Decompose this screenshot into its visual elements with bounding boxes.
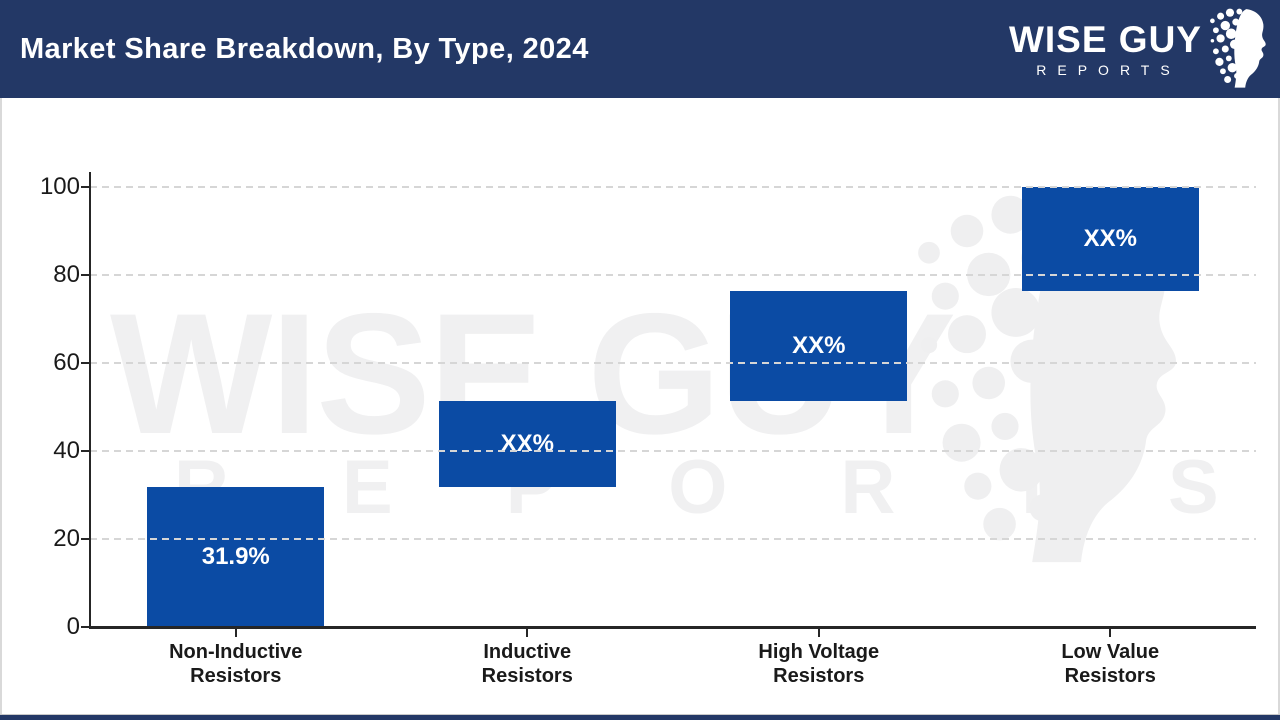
gridline-60 (90, 362, 1256, 364)
x-category-label: Inductive Resistors (481, 641, 573, 687)
gridline-100 (90, 186, 1256, 188)
page-title: Market Share Breakdown, By Type, 2024 (20, 32, 589, 65)
x-tick-mark (1109, 628, 1112, 637)
y-tick-label: 100 (39, 173, 80, 200)
gridline-20 (90, 538, 1256, 540)
gridline-40 (90, 450, 1256, 452)
wise-guy-logo: WISE GUY REPORTS (1009, 8, 1268, 90)
x-category-label: High Voltage Resistors (758, 641, 880, 687)
chart-canvas: WISE GUY R E P O R T S 0 20 40 60 80 100 31.9… (0, 98, 1280, 715)
bar-inductive-resistors: XX% (438, 401, 616, 487)
y-tick-mark (81, 362, 89, 364)
y-tick-mark (81, 274, 89, 276)
x-category-label: Low Value Resistors (1061, 641, 1160, 687)
y-tick-mark (81, 186, 89, 188)
y-tick-label: 20 (53, 525, 80, 552)
y-tick-mark (81, 450, 89, 452)
x-category-label: Non-Inductive Resistors (169, 641, 303, 687)
x-tick-mark (234, 628, 237, 637)
x-tick-mark (526, 628, 529, 637)
y-tick-label: 80 (53, 261, 80, 288)
y-tick-label: 0 (66, 613, 80, 640)
bar-high-voltage-resistors: XX% (730, 291, 908, 402)
y-axis-line (89, 172, 91, 628)
y-tick-mark (81, 538, 89, 540)
logo-wordmark: WISE GUY (1008, 18, 1202, 60)
x-axis-line (89, 626, 1256, 629)
bar-value-label: XX% (500, 429, 554, 457)
header-bar: Market Share Breakdown, By Type, 2024 WI… (0, 0, 1280, 98)
bar-value-label: XX% (1083, 225, 1137, 253)
bar-non-inductive-resistors: 31.9% (147, 486, 325, 627)
logo-tagline: REPORTS (1036, 61, 1181, 78)
x-tick-mark (817, 628, 820, 637)
bar-value-label: XX% (792, 332, 846, 360)
gridline-80 (90, 274, 1256, 276)
y-tick-mark (81, 626, 89, 628)
logo-text: WISE GUY REPORTS (1009, 21, 1202, 78)
bar-value-label: 31.9% (201, 542, 270, 570)
y-tick-label: 60 (53, 349, 80, 376)
y-tick-label: 40 (53, 437, 80, 464)
footer-bar (0, 714, 1280, 720)
